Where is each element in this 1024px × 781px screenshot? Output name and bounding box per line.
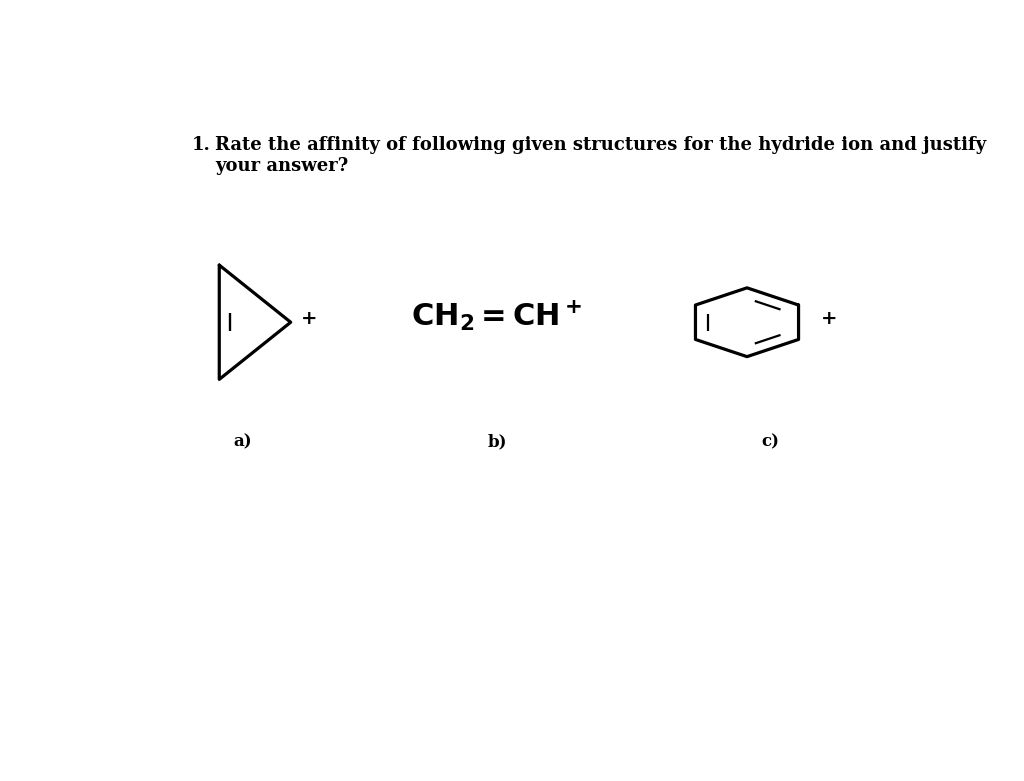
Text: c): c) [762, 433, 780, 451]
Text: Rate the affinity of following given structures for the hydride ion and justify
: Rate the affinity of following given str… [215, 136, 986, 175]
Text: b): b) [487, 433, 507, 451]
Text: a): a) [233, 433, 252, 451]
Text: +: + [821, 310, 838, 328]
Text: 1.: 1. [191, 136, 210, 154]
Text: +: + [301, 310, 317, 328]
Text: $\mathbf{CH_2{=}CH^+}$: $\mathbf{CH_2{=}CH^+}$ [412, 299, 583, 333]
